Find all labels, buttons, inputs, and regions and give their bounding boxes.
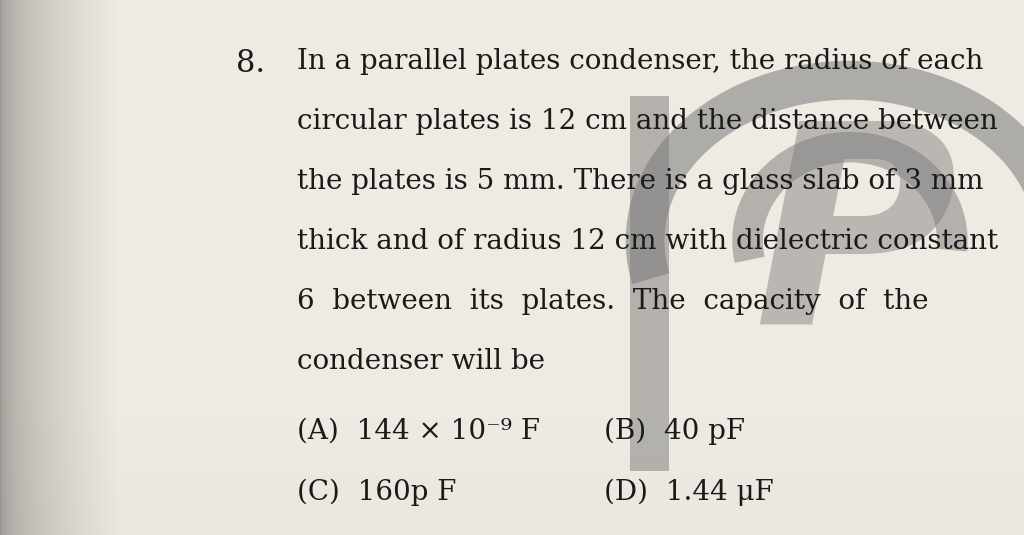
Text: P: P <box>754 111 956 381</box>
Text: (D)  1.44 μF: (D) 1.44 μF <box>604 479 774 506</box>
Text: (B)  40 pF: (B) 40 pF <box>604 417 745 445</box>
Text: 6  between  its  plates.  The  capacity  of  the: 6 between its plates. The capacity of th… <box>297 288 929 315</box>
Text: thick and of radius 12 cm with dielectric constant: thick and of radius 12 cm with dielectri… <box>297 228 998 255</box>
Text: condenser will be: condenser will be <box>297 348 545 374</box>
Text: circular plates is 12 cm and the distance between: circular plates is 12 cm and the distanc… <box>297 108 997 135</box>
Bar <box>630 96 669 471</box>
Text: (C)  160p F: (C) 160p F <box>297 479 457 506</box>
Text: In a parallel plates condenser, the radius of each: In a parallel plates condenser, the radi… <box>297 48 983 75</box>
Text: the plates is 5 mm. There is a glass slab of 3 mm: the plates is 5 mm. There is a glass sla… <box>297 168 983 195</box>
Text: 8.: 8. <box>237 48 265 79</box>
Text: (A)  144 × 10⁻⁹ F: (A) 144 × 10⁻⁹ F <box>297 417 540 444</box>
